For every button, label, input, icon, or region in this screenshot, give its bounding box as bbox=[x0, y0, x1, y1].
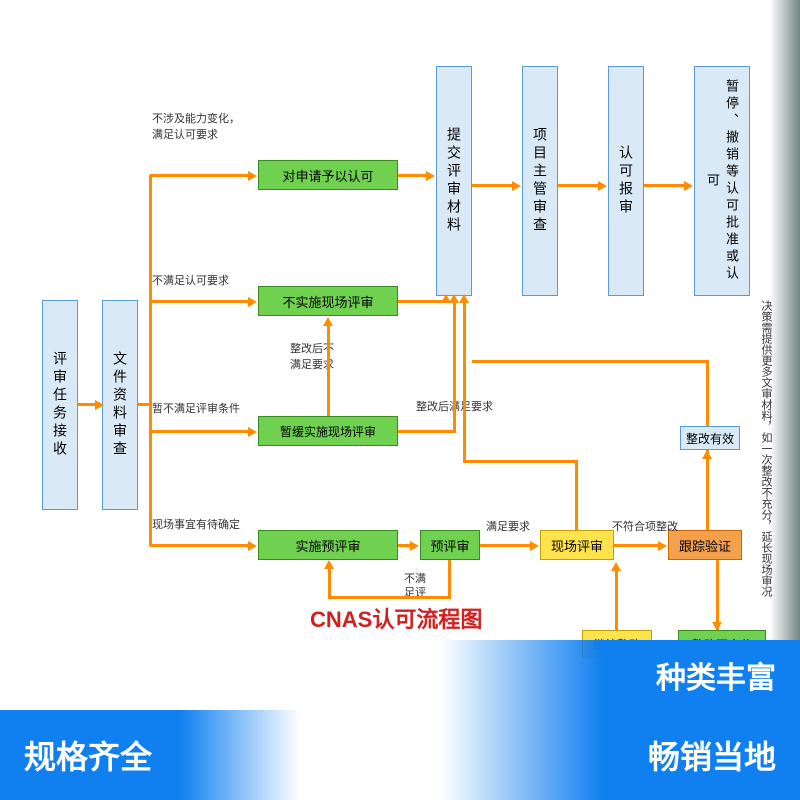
node-no-onsite: 不实施现场评审 bbox=[258, 286, 398, 316]
banner-right-top: 种类丰富 bbox=[440, 640, 800, 710]
label-onsite-pending: 现场事宜有待确定 bbox=[152, 516, 240, 532]
label-no-capability-change-2: 满足认可要求 bbox=[152, 126, 218, 142]
flowchart-canvas: 评审任务接收 文件资料审查 对申请予以认可 不实施现场评审 暂缓实施现场评审 实… bbox=[0, 0, 800, 800]
node-submit-materials: 提交评审材料 bbox=[436, 66, 472, 296]
node-track-verify: 跟踪验证 bbox=[668, 530, 742, 560]
node-pre-assess: 实施预评审 bbox=[258, 530, 398, 560]
node-onsite-review: 现场评审 bbox=[540, 530, 614, 560]
node-doc-review: 文件资料审查 bbox=[102, 300, 138, 510]
node-rectify-effective: 整改有效 bbox=[680, 426, 740, 450]
label-not-meet-cond: 暂不满足评审条件 bbox=[152, 400, 240, 416]
node-approval-submit: 认可报审 bbox=[608, 66, 644, 296]
label-not-meet-req: 不满足认可要求 bbox=[152, 272, 229, 288]
label-noncon-rectify: 不符合项整改 bbox=[612, 518, 678, 534]
node-task-receive: 评审任务接收 bbox=[42, 300, 78, 510]
banner-right-top-text: 种类丰富 bbox=[656, 653, 776, 697]
label-no-capability-change-1: 不涉及能力变化， bbox=[152, 110, 240, 126]
banner-right-bot: 畅销当地 bbox=[440, 710, 800, 800]
node-approve-application: 对申请予以认可 bbox=[258, 160, 398, 190]
label-meet-req: 满足要求 bbox=[486, 518, 530, 534]
flowchart-title: CNAS认可流程图 bbox=[310, 602, 482, 634]
node-project-review: 项目主管审查 bbox=[522, 66, 558, 296]
banner-right-bot-text: 畅销当地 bbox=[648, 732, 776, 778]
banner-left-text: 规格齐全 bbox=[24, 732, 152, 778]
node-pre-review: 预评审 bbox=[420, 530, 480, 560]
banner-left: 规格齐全 bbox=[0, 710, 300, 800]
node-defer-onsite: 暂缓实施现场评审 bbox=[258, 416, 398, 446]
node-suspend-cancel: 暂停、撤销等认可批准或认可 bbox=[694, 66, 750, 296]
